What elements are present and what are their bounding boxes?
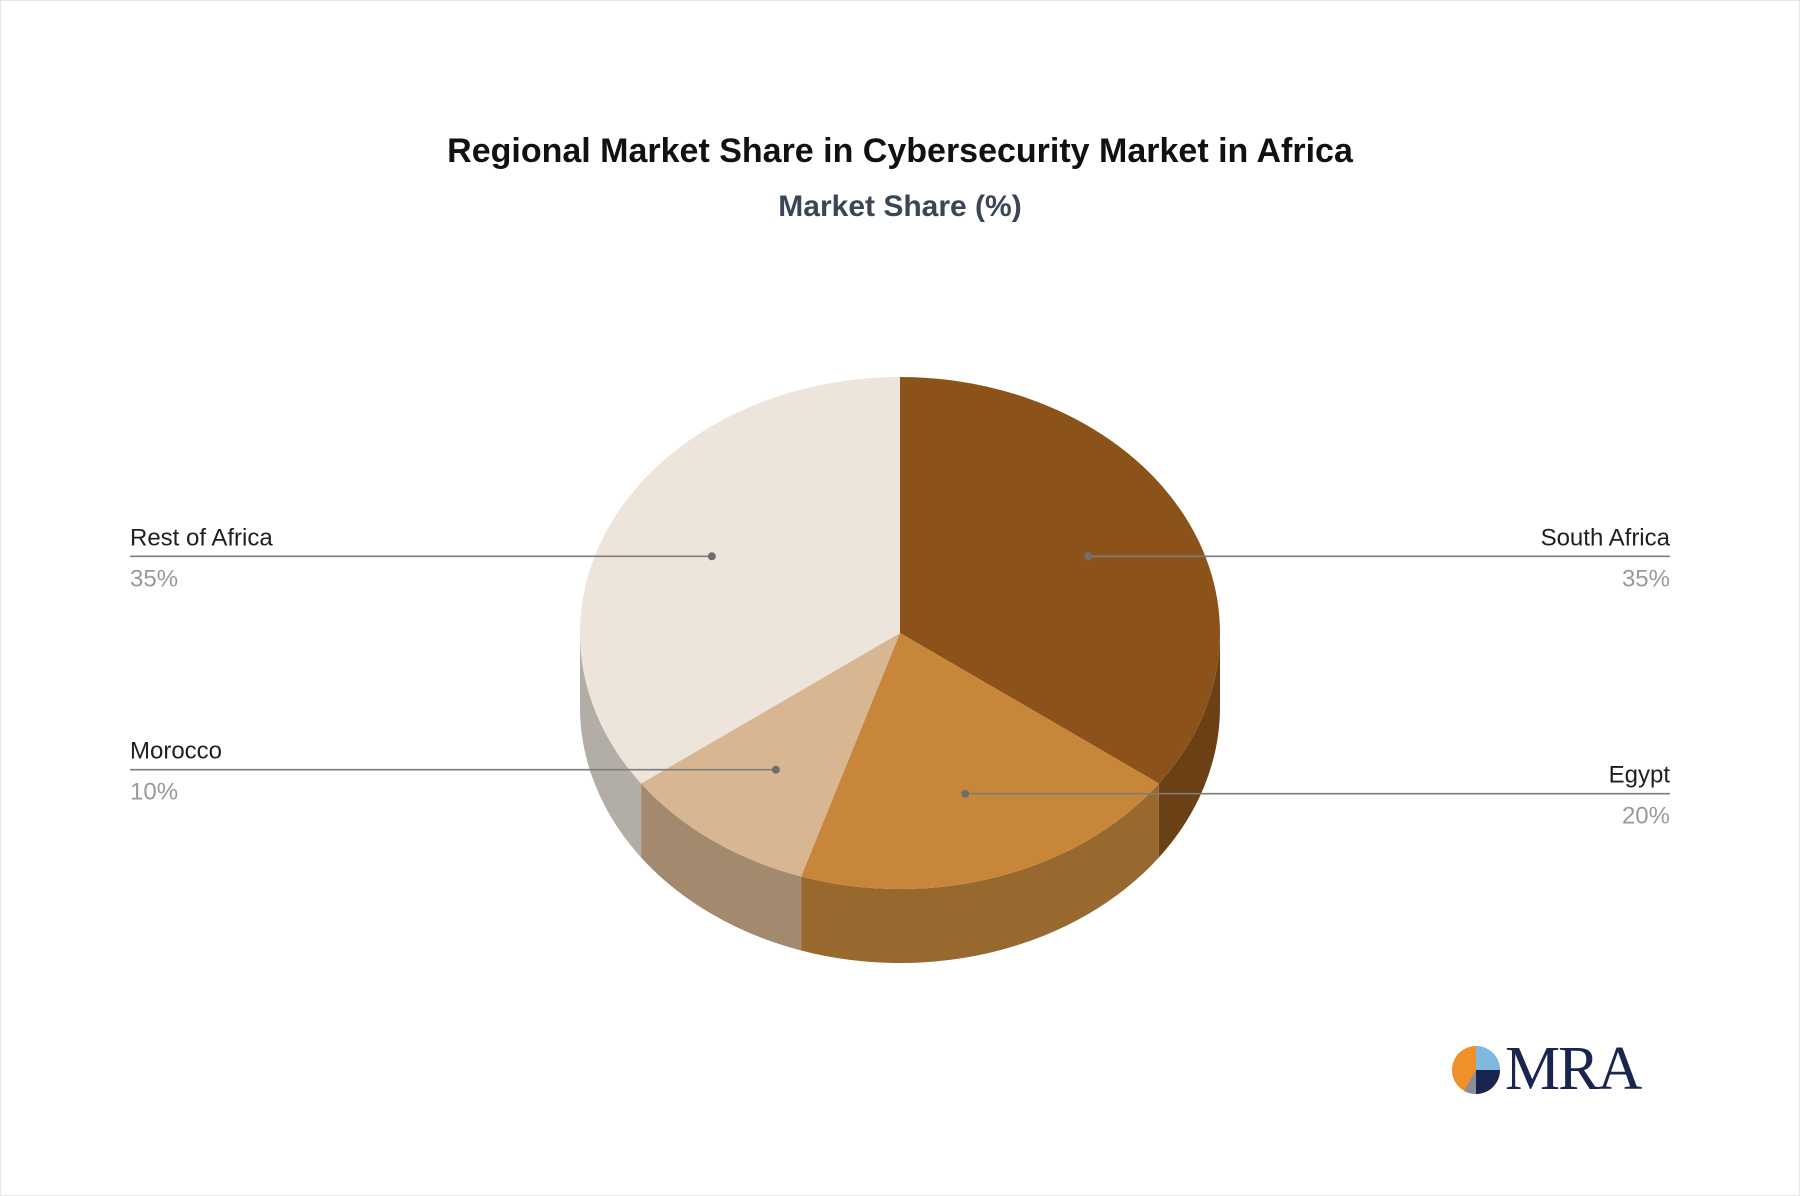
- pie-slice-rest-of-africa[interactable]: [580, 377, 900, 784]
- pie-slice-south-africa[interactable]: [900, 377, 1220, 784]
- pie-slice-egypt[interactable]: [801, 633, 1159, 889]
- logo-icon: [1452, 1046, 1500, 1095]
- slice-label-south-africa: South Africa: [1541, 524, 1671, 551]
- pie-slice-morocco[interactable]: [641, 633, 900, 877]
- logo-text: MRA: [1505, 1035, 1642, 1103]
- slice-label-rest-of-africa: Rest of Africa: [130, 524, 273, 551]
- slice-value-south-africa: 35%: [1622, 565, 1670, 592]
- slice-value-rest-of-africa: 35%: [130, 565, 178, 592]
- chart-title: Regional Market Share in Cybersecurity M…: [447, 132, 1353, 170]
- slice-label-egypt: Egypt: [1609, 762, 1671, 789]
- pie-labels: South Africa 35% Egypt 20% Morocco 10% Rest of…: [130, 524, 1671, 830]
- pie-sides: [580, 633, 1220, 964]
- pie-side-morocco: [641, 783, 802, 951]
- leader-dot-morocco: [771, 765, 780, 774]
- slice-value-egypt: 20%: [1622, 803, 1670, 830]
- leader-dot-south-africa: [1084, 552, 1093, 561]
- pie-side-south-africa: [1158, 633, 1220, 858]
- leader-dot-egypt: [961, 789, 970, 798]
- slice-value-morocco: 10%: [130, 779, 178, 806]
- chart-subtitle: Market Share (%): [778, 190, 1022, 223]
- slice-label-morocco: Morocco: [130, 738, 222, 765]
- pie-side-rest-of-africa: [580, 633, 642, 858]
- mra-logo: MRA: [1450, 1035, 1642, 1103]
- pie-slices: [580, 377, 1220, 889]
- leader-dot-rest-of-africa: [707, 552, 716, 561]
- pie-side-egypt: [801, 783, 1159, 964]
